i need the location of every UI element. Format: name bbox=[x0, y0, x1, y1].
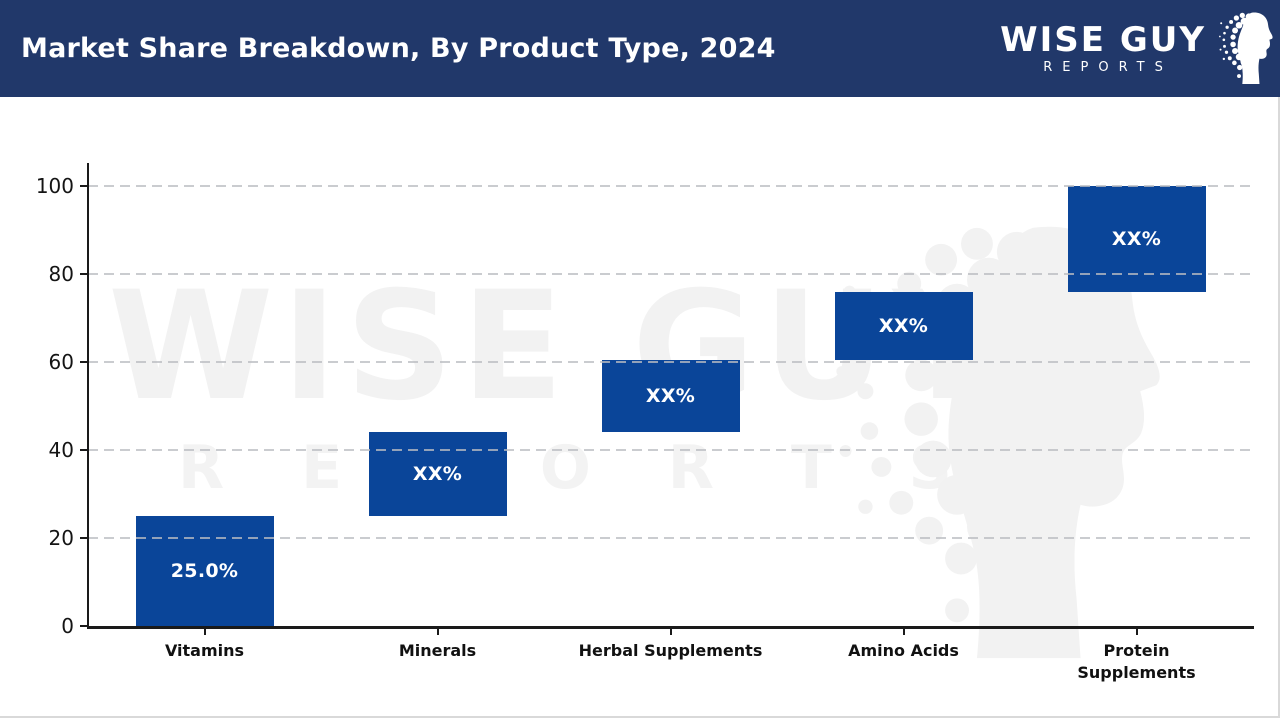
x-axis-category-label: Vitamins bbox=[164, 641, 245, 660]
y-tick bbox=[80, 449, 88, 451]
bar-value-label: XX% bbox=[1111, 227, 1162, 250]
wise-guy-logo: WISE GUY REPORTS bbox=[1000, 6, 1280, 92]
y-axis-line bbox=[87, 163, 89, 628]
header-bar: Market Share Breakdown, By Product Type,… bbox=[0, 0, 1280, 97]
gridline bbox=[88, 273, 1253, 275]
gridline bbox=[88, 361, 1253, 363]
x-tick bbox=[669, 627, 672, 635]
gridline bbox=[88, 449, 1253, 451]
gridline bbox=[88, 537, 1253, 539]
y-tick bbox=[80, 537, 88, 539]
bar-value-label: XX% bbox=[878, 314, 929, 337]
x-axis-category-label: Protein Supplements bbox=[1077, 641, 1196, 682]
y-axis-tick-label: 20 bbox=[48, 526, 74, 550]
y-axis-tick-label: 40 bbox=[48, 438, 74, 462]
gridline bbox=[88, 185, 1253, 187]
x-tick bbox=[436, 627, 439, 635]
logo-brand-sub: REPORTS bbox=[1043, 60, 1173, 75]
bar-segment: XX% bbox=[1067, 186, 1206, 292]
y-tick bbox=[80, 273, 88, 275]
y-axis-tick-label: 80 bbox=[48, 262, 74, 286]
x-axis-category-label: Minerals bbox=[398, 641, 477, 660]
bar-segment: XX% bbox=[601, 359, 740, 433]
wise-guy-head-icon bbox=[1208, 6, 1274, 92]
page-title: Market Share Breakdown, By Product Type,… bbox=[21, 33, 776, 64]
y-axis-tick-label: 0 bbox=[61, 614, 74, 638]
bar-value-label: 25.0% bbox=[170, 560, 239, 582]
y-tick bbox=[80, 185, 88, 187]
y-tick bbox=[80, 361, 88, 363]
wise-guy-logo-text: WISE GUY REPORTS bbox=[1000, 23, 1206, 74]
x-axis-category-label: Herbal Supplements bbox=[578, 641, 763, 660]
y-axis-tick-label: 60 bbox=[48, 350, 74, 374]
x-axis-category-label: Amino Acids bbox=[848, 641, 959, 660]
x-tick bbox=[902, 627, 905, 635]
logo-brand-name: WISE GUY bbox=[1000, 20, 1206, 60]
y-tick bbox=[80, 625, 88, 627]
bar-segment: XX% bbox=[368, 432, 507, 516]
x-tick bbox=[203, 627, 206, 635]
bar-value-label: XX% bbox=[645, 385, 696, 408]
bar-value-label: XX% bbox=[412, 463, 463, 486]
y-axis-tick-label: 100 bbox=[35, 174, 74, 198]
x-axis-line bbox=[87, 626, 1254, 629]
bar-segment: XX% bbox=[834, 291, 973, 360]
bar-segment: 25.0% bbox=[135, 516, 274, 626]
